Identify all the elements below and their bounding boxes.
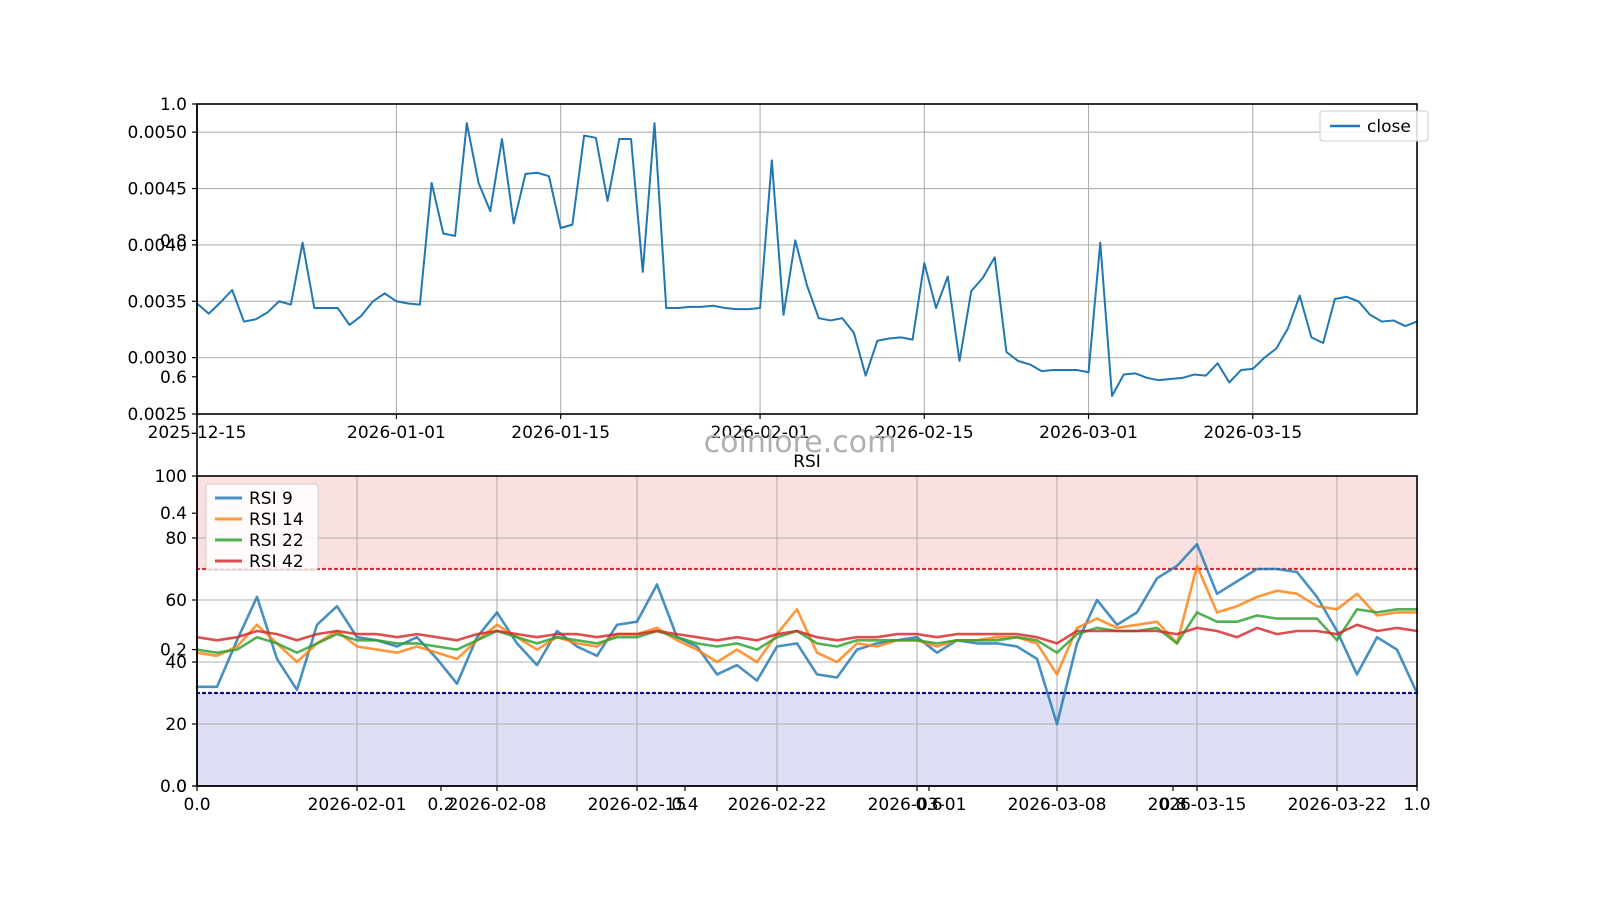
rsi-oversold-band [197,693,1417,786]
overlay-y-tick-label: 0.4 [160,504,187,524]
overlay-y-tick-label: 0.2 [160,641,187,661]
rsi-title: RSI [793,452,821,472]
rsi-overbought-band [197,476,1417,569]
price-x-tick-label: 2026-01-01 [347,423,446,443]
overlay-x-tick-label: 0.6 [915,795,942,815]
overlay-x-tick-label: 0.4 [671,795,698,815]
rsi-y-tick-label: 60 [165,591,187,611]
price-chart: 0.00250.00300.00350.00400.00450.00502025… [128,103,1429,443]
overlay-y-tick-label: 0.6 [160,368,187,388]
rsi-y-tick-label: 100 [155,467,187,487]
rsi-legend-label-rsi-22: RSI 22 [249,531,304,551]
overlay-y-tick-label: 1.0 [160,95,187,115]
price-legend: close [1319,110,1429,142]
overlay-axis: 0.00.0 0.2 0.2 0.4 0.4 0.6 0.6 0.8 0.8 1.0 1.0 [160,95,1431,815]
watermark: coinlore.com [704,425,897,460]
watermark-text: coinlore.com [704,425,897,460]
price-x-tick-label: 2026-02-01 [711,423,810,443]
overlay-x-tick-label: 0.8 [1159,795,1186,815]
rsi-legend-label-rsi-9: RSI 9 [249,489,293,509]
price-x-tick-label: 2026-03-01 [1039,423,1138,443]
rsi-legend-label-rsi-14: RSI 14 [249,510,304,530]
price-x-tick-label: 2026-01-15 [511,423,610,443]
price-legend-label-close: close [1367,117,1411,137]
price-y-tick-label: 0.0030 [128,349,187,369]
rsi-x-tick-label: 2026-02-15 [588,795,687,815]
rsi-legend-box [205,483,319,571]
price-y-axis: 0.0025 0.0030 0.0035 0.0040 0.0045 0.0050 [128,123,1417,425]
price-legend-box [1319,110,1429,142]
rsi-x-axis: 2026-02-01 2026-02-08 2026-02-15 2026-02-22… [308,476,1387,815]
rsi-line-rsi-9 [195,542,1419,726]
price-y-tick-label: 0.0045 [128,180,187,200]
rsi-line-rsi-42 [195,623,1419,645]
price-x-tick-label: 2026-02-15 [875,423,974,443]
rsi-x-tick-label: 2026-03-22 [1288,795,1387,815]
rsi-x-tick-label: 2026-03-01 [868,795,967,815]
rsi-x-tick-label: 2026-02-22 [728,795,827,815]
rsi-y-tick-label: 20 [165,715,187,735]
price-y-tick-label: 0.0035 [128,292,187,312]
rsi-line-rsi-22 [195,608,1419,654]
overlay-x-tick-label: 0.2 [427,795,454,815]
overlay-x-tick-label: 1.0 [1403,795,1430,815]
rsi-x-tick-label: 2026-03-08 [1008,795,1107,815]
price-close-line [196,122,1418,397]
price-y-tick-label: 0.0025 [128,405,187,425]
rsi-x-tick-label: 2026-02-01 [308,795,407,815]
rsi-x-tick-label: 2026-03-15 [1148,795,1247,815]
overlay-x-tick-label: 0.0 [183,795,210,815]
price-y-tick-label: 0.0040 [128,236,187,256]
rsi-x-tick-label: 2026-02-08 [448,795,547,815]
rsi-legend-label-rsi-42: RSI 42 [249,552,304,572]
price-y-tick-label: 0.0050 [128,123,187,143]
rsi-y-tick-label: 80 [165,529,187,549]
price-plot-background [197,104,1417,414]
overlay-y-tick-label: 0.8 [160,231,187,251]
price-x-tick-label: 2026-03-15 [1203,423,1302,443]
rsi-y-tick-label: 0 [176,777,187,797]
overlay-y-tick-label: 0.0 [160,777,187,797]
rsi-y-tick-label: 40 [165,653,187,673]
rsi-line-rsi-14 [195,564,1419,676]
